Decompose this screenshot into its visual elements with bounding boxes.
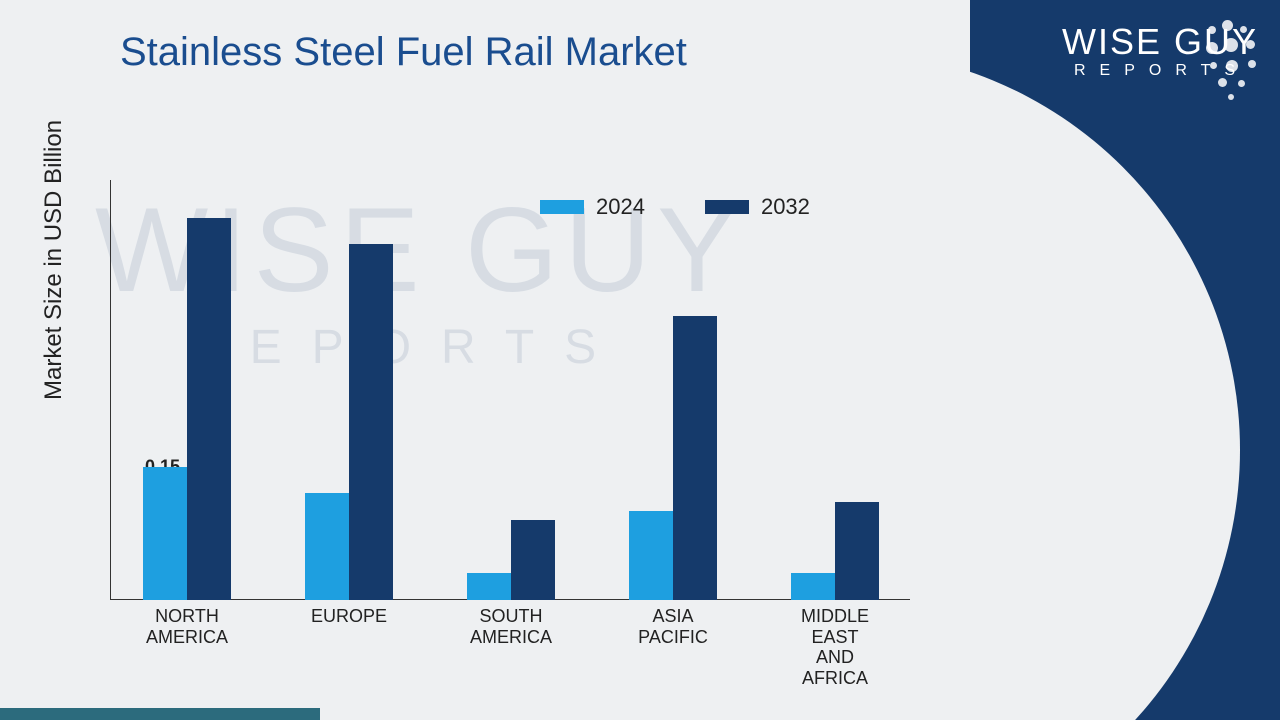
bar-2024 — [143, 467, 187, 600]
bar-2032 — [673, 316, 717, 600]
chart-canvas: WISE GUY REPORTS WISE GUY REPORTS Stainl… — [0, 0, 1280, 720]
y-axis-label: Market Size in USD Billion — [40, 120, 68, 400]
y-axis-line — [110, 180, 111, 600]
category-label: ASIAPACIFIC — [596, 600, 750, 647]
bar-2032 — [349, 244, 393, 600]
brand-dots-icon — [1202, 20, 1272, 110]
bar-2032 — [511, 520, 555, 600]
brand-logo: WISE GUY REPORTS — [1062, 24, 1258, 80]
plot-area: 0.15NORTHAMERICAEUROPESOUTHAMERICAASIAPA… — [110, 200, 910, 600]
category-label: EUROPE — [272, 600, 426, 627]
bar-2024 — [629, 511, 673, 600]
bar-2024 — [305, 493, 349, 600]
category-label: NORTHAMERICA — [110, 600, 264, 647]
bar-2024 — [791, 573, 835, 600]
category-label: MIDDLEEASTANDAFRICA — [758, 600, 912, 689]
bar-2024 — [467, 573, 511, 600]
bar-2032 — [835, 502, 879, 600]
footer-strip — [0, 708, 320, 720]
chart-title: Stainless Steel Fuel Rail Market — [120, 30, 687, 75]
category-label: SOUTHAMERICA — [434, 600, 588, 647]
bar-2032 — [187, 218, 231, 600]
